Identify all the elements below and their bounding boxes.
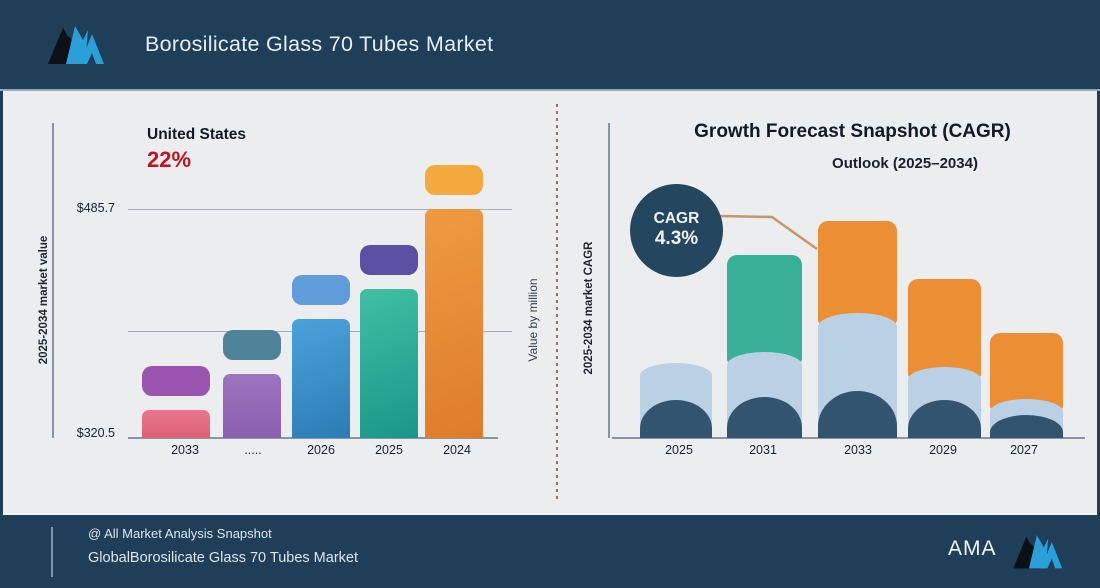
- right-x-label-2029: 2029: [929, 443, 957, 457]
- left-right-axis-label: Value by million: [526, 278, 540, 362]
- gridline-top: [128, 209, 512, 210]
- right-bar-top-2033: [818, 221, 897, 325]
- cagr-badge-label: CAGR: [653, 210, 700, 228]
- right-bar-base-2027: [990, 415, 1063, 438]
- left-bar-2026: [292, 319, 350, 438]
- right-y-axis-label: 2025-2034 market CAGR: [583, 241, 595, 375]
- right-x-label-2027: 2027: [1010, 443, 1038, 457]
- section-divider: [556, 104, 558, 502]
- left-bar-cap-2026: [292, 275, 350, 305]
- left-x-axis-line: [128, 437, 498, 439]
- left-x-label-2025: 2025: [375, 443, 403, 457]
- header: Borosilicate Glass 70 Tubes Market: [0, 0, 1100, 91]
- left-chart-percentage: 22%: [147, 147, 192, 172]
- footer-credit: @ All Market Analysis Snapshot: [88, 526, 272, 541]
- left-ytick-bottom: $320.5: [76, 426, 115, 440]
- left-bar-2033: [142, 410, 210, 438]
- left-bar-2024: [425, 209, 483, 438]
- right-bar-top-2027: [990, 333, 1063, 411]
- cagr-badge-value: 4.3%: [654, 228, 699, 250]
- right-x-label-2025: 2025: [665, 443, 693, 457]
- right-x-label-2031: 2031: [749, 443, 777, 457]
- left-bar-2025: [360, 289, 418, 438]
- footer-divider: [51, 527, 53, 577]
- left-bar-cap-2033: [142, 366, 210, 396]
- right-chart-title: Growth Forecast Snapshot (CAGR): [694, 121, 1011, 142]
- left-x-label-2033: 2033: [171, 443, 199, 457]
- right-bar-base-2025: [640, 400, 712, 438]
- left-chart-title: United States: [147, 126, 247, 143]
- right-chart-subtitle: Outlook (2025–2034): [832, 155, 978, 172]
- ama-logo-icon: [1013, 535, 1063, 569]
- footer-market-name: GlobalBorosilicate Glass 70 Tubes Market: [88, 550, 358, 566]
- left-ytick-top: $485.7: [76, 201, 115, 215]
- left-x-label-2024: 2024: [443, 443, 471, 457]
- left-bar-.....: [223, 374, 281, 438]
- left-y-axis-line: [52, 123, 54, 438]
- right-bar-top-2029: [908, 279, 981, 379]
- right-x-label-2033: 2033: [844, 443, 872, 457]
- footer: @ All Market Analysis Snapshot GlobalBor…: [0, 515, 1100, 588]
- footer-brand-text: AMA: [948, 537, 997, 560]
- ama-logo-icon: [48, 26, 104, 64]
- left-bar-cap-2025: [360, 245, 418, 275]
- right-bar-base-2029: [908, 400, 981, 438]
- right-bar-top-2031: [727, 255, 802, 364]
- left-bar-cap-.....: [223, 330, 281, 360]
- left-x-label-2026: 2026: [307, 443, 335, 457]
- left-bar-cap-2024: [425, 165, 483, 195]
- right-y-axis-line: [608, 123, 610, 438]
- left-x-label-.....: .....: [244, 443, 262, 457]
- left-y-axis-label: 2025-2034 market value: [38, 235, 50, 365]
- cagr-badge: CAGR 4.3%: [630, 184, 723, 277]
- page-title: Borosilicate Glass 70 Tubes Market: [145, 32, 494, 56]
